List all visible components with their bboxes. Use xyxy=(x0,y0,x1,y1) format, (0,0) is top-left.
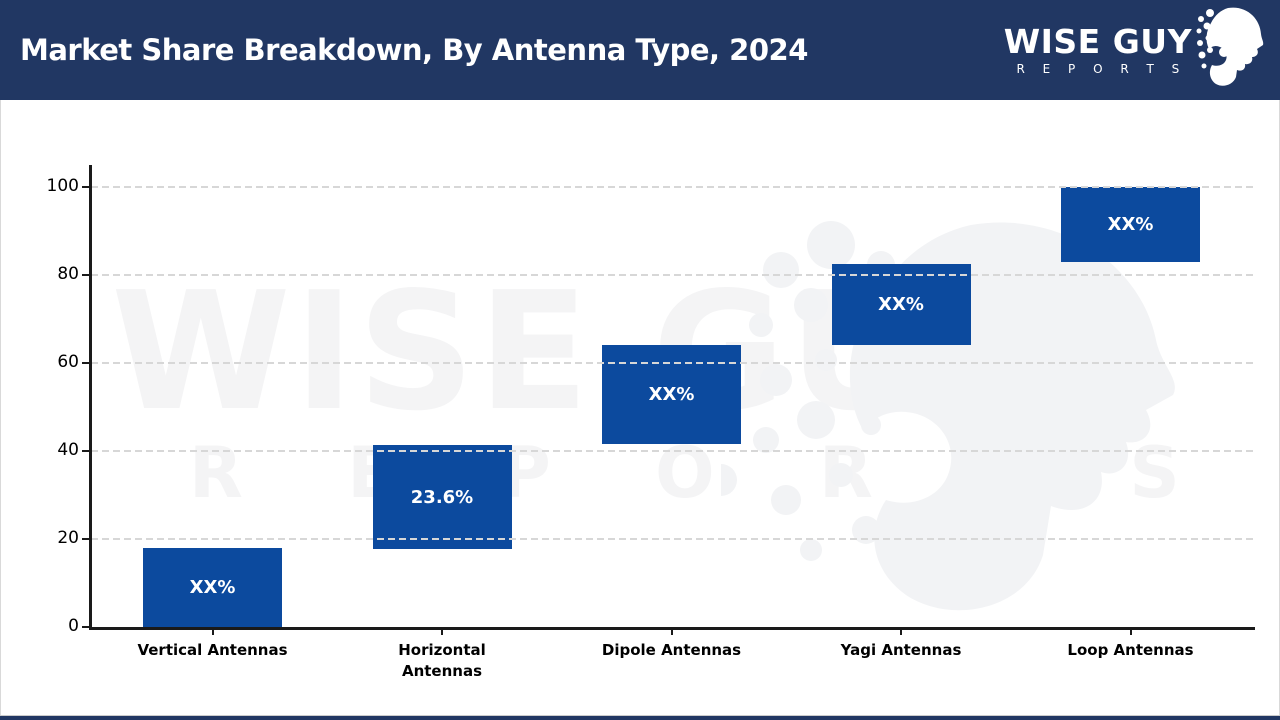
brand-logo-text: WISE GUY R E P O R T S xyxy=(1004,25,1192,75)
bar-segment: XX% xyxy=(831,263,971,345)
y-tick-mark xyxy=(82,538,91,540)
head-profile-icon xyxy=(1194,5,1266,95)
bar-value-label: XX% xyxy=(878,293,924,315)
plot-region: 0 20 40 60 80 100 XX% 23.6% XX% XX% XX% Vertical An… xyxy=(1,100,1279,715)
gridline xyxy=(91,538,1255,540)
brand-name: WISE GUY xyxy=(1003,22,1192,61)
footer-divider xyxy=(0,715,1280,716)
y-tick-mark xyxy=(82,362,91,364)
x-tick-mark xyxy=(1129,627,1132,635)
gridline xyxy=(91,362,1255,364)
y-tick-label: 80 xyxy=(57,264,79,284)
header-bar: Market Share Breakdown, By Antenna Type,… xyxy=(0,0,1280,100)
bar-value-label: XX% xyxy=(648,383,695,405)
bar-segment: XX% xyxy=(1061,187,1200,263)
y-tick-label: 60 xyxy=(57,352,79,372)
bar-segment: 23.6% xyxy=(372,445,512,550)
gridline xyxy=(91,186,1255,188)
bar-value-label: XX% xyxy=(189,576,236,598)
y-tick-label: 0 xyxy=(68,616,79,636)
x-tick-label: Yagi Antennas xyxy=(840,641,962,659)
x-tick-label: Vertical Antennas xyxy=(137,641,288,659)
x-tick-mark xyxy=(211,627,214,635)
chart-canvas: WISE GUY R E P O R T S 0 20 40 60 80 100 XX% 23… xyxy=(0,100,1280,715)
y-tick-mark xyxy=(82,626,91,628)
x-tick-mark xyxy=(900,627,902,635)
y-tick-mark xyxy=(82,186,91,188)
y-axis-spine xyxy=(89,165,92,630)
y-tick-label: 20 xyxy=(57,528,79,548)
gridline xyxy=(91,450,1255,452)
bar-value-label: 23.6% xyxy=(410,486,474,508)
x-axis-spine xyxy=(89,627,1255,630)
x-tick-mark xyxy=(670,627,673,635)
bar-segment: XX% xyxy=(143,547,282,627)
gridline xyxy=(91,274,1255,276)
bar-segment: XX% xyxy=(602,344,741,444)
brand-logo: WISE GUY R E P O R T S xyxy=(1004,5,1266,95)
footer-accent-bar xyxy=(0,716,1280,720)
x-tick-label: Loop Antennas xyxy=(1067,641,1194,659)
x-tick-label: Dipole Antennas xyxy=(601,641,742,659)
page-title: Market Share Breakdown, By Antenna Type,… xyxy=(20,33,808,67)
x-tick-mark xyxy=(441,627,443,635)
y-tick-label: 100 xyxy=(46,176,79,196)
x-tick-label: Horizontal Antennas xyxy=(398,641,486,680)
y-tick-label: 40 xyxy=(57,440,79,460)
bar-value-label: XX% xyxy=(1107,214,1154,236)
y-tick-mark xyxy=(82,274,91,276)
y-tick-mark xyxy=(82,450,91,452)
brand-subtitle: R E P O R T S xyxy=(1016,62,1187,76)
